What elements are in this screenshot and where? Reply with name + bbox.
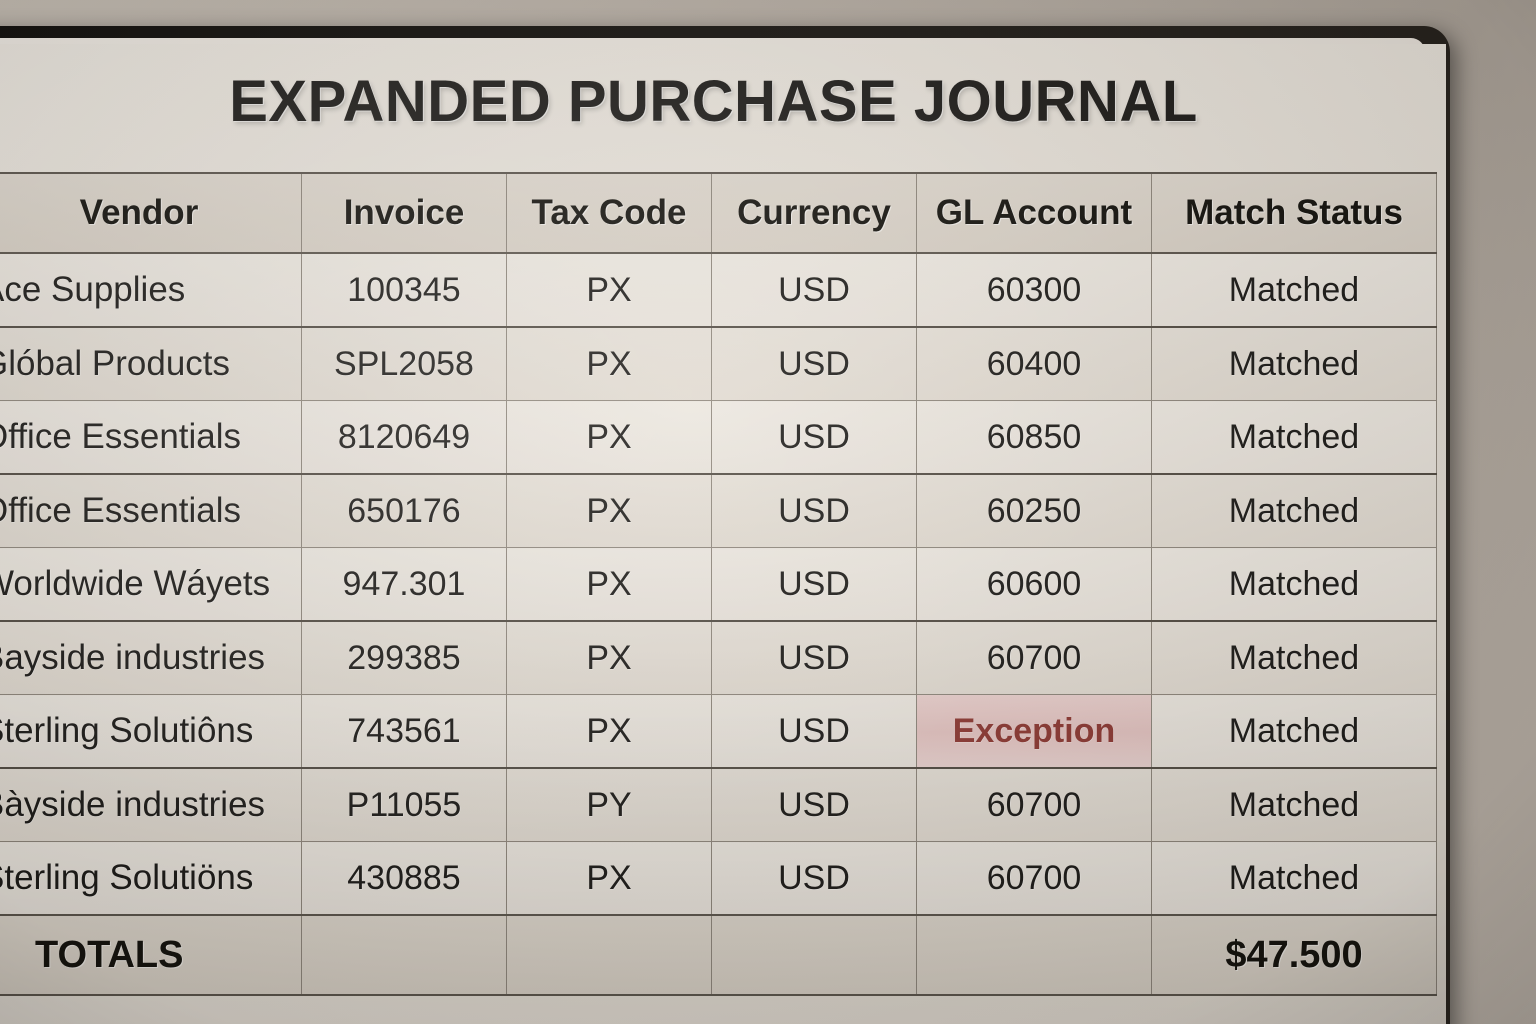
cell-invoice: 8120649 bbox=[301, 400, 507, 475]
cell-vendor: Office Essentials bbox=[0, 400, 302, 475]
totals-label: TOTALS bbox=[0, 914, 302, 996]
cell-gl-account: 60700 bbox=[916, 767, 1152, 842]
cell-invoice: 100345 bbox=[301, 252, 507, 328]
cell-currency: USD bbox=[711, 252, 917, 328]
cell-invoice: P11055 bbox=[301, 767, 507, 842]
column-header-tax-code[interactable]: Tax Code bbox=[506, 172, 712, 254]
totals-invoice-cell bbox=[301, 914, 507, 996]
cell-gl-account: 60700 bbox=[916, 841, 1152, 916]
table-row[interactable]: Worldwide Wáyets 947.301 PX USD 60600 Matched bbox=[0, 547, 1437, 622]
cell-currency: USD bbox=[711, 400, 917, 475]
table-row[interactable]: Sterling Solutiôns 743561 PX USD Exception Ma… bbox=[0, 694, 1437, 769]
cell-match-status: Matched bbox=[1151, 620, 1437, 695]
cell-vendor: Sterling Solutiôns bbox=[0, 694, 302, 769]
cell-gl-account: 60850 bbox=[916, 400, 1152, 475]
table-header: Vendor Invoice Tax Code Currency GL Acco… bbox=[0, 172, 1437, 254]
table-footer: TOTALS $47.500 bbox=[0, 914, 1437, 996]
cell-match-status: Matched bbox=[1151, 694, 1437, 769]
cell-invoice: SPL2058 bbox=[301, 326, 507, 401]
cell-tax-code: PX bbox=[506, 841, 712, 916]
column-header-vendor[interactable]: Vendor bbox=[0, 172, 302, 254]
cell-vendor: Ace Supplies bbox=[0, 252, 302, 328]
table-row[interactable]: Bàyside industries P11055 PY USD 60700 Matche… bbox=[0, 767, 1437, 842]
totals-gl-cell bbox=[916, 914, 1152, 996]
table-row[interactable]: Glóbal Products SPL2058 PX USD 60400 Matched bbox=[0, 326, 1437, 401]
totals-currency-cell bbox=[711, 914, 917, 996]
status-badge-exception: Exception bbox=[916, 694, 1152, 769]
cell-gl-account: 60400 bbox=[916, 326, 1152, 401]
cell-currency: USD bbox=[711, 694, 917, 769]
cell-currency: USD bbox=[711, 473, 917, 548]
cell-tax-code: PX bbox=[506, 473, 712, 548]
cell-match-status: Matched bbox=[1151, 326, 1437, 401]
cell-vendor: Glóbal Products bbox=[0, 326, 302, 401]
cell-tax-code: PX bbox=[506, 620, 712, 695]
cell-vendor: Sterling Solutiöns bbox=[0, 841, 302, 916]
cell-vendor: Worldwide Wáyets bbox=[0, 547, 302, 622]
cell-gl-account: 60250 bbox=[916, 473, 1152, 548]
cell-gl-account: 60300 bbox=[916, 252, 1152, 328]
table-row[interactable]: Bayside industries 299385 PX USD 60700 Matche… bbox=[0, 620, 1437, 695]
column-header-match-status[interactable]: Match Status bbox=[1151, 172, 1437, 254]
cell-invoice: 430885 bbox=[301, 841, 507, 916]
table-row[interactable]: Office Essentials 8120649 PX USD 60850 Matche… bbox=[0, 400, 1437, 475]
cell-currency: USD bbox=[711, 547, 917, 622]
cell-currency: USD bbox=[711, 767, 917, 842]
cell-currency: USD bbox=[711, 841, 917, 916]
column-header-gl-account[interactable]: GL Account bbox=[916, 172, 1152, 254]
journal-sheet: EXPANDED PURCHASE JOURNAL Vendor Invoice… bbox=[0, 44, 1446, 1024]
cell-match-status: Matched bbox=[1151, 400, 1437, 475]
cell-invoice: 650176 bbox=[301, 473, 507, 548]
cell-currency: USD bbox=[711, 620, 917, 695]
table-body: Ace Supplies 100345 PX USD 60300 Matched Glóba… bbox=[0, 252, 1437, 916]
column-header-currency[interactable]: Currency bbox=[711, 172, 917, 254]
header-row: Vendor Invoice Tax Code Currency GL Acco… bbox=[0, 172, 1437, 254]
table-row[interactable]: Ace Supplies 100345 PX USD 60300 Matched bbox=[0, 252, 1437, 328]
cell-match-status: Matched bbox=[1151, 473, 1437, 548]
cell-invoice: 743561 bbox=[301, 694, 507, 769]
cell-vendor: Office Essentials bbox=[0, 473, 302, 548]
page-title: EXPANDED PURCHASE JOURNAL bbox=[229, 69, 1198, 134]
cell-currency: USD bbox=[711, 326, 917, 401]
cell-invoice: 947.301 bbox=[301, 547, 507, 622]
cell-invoice: 299385 bbox=[301, 620, 507, 695]
cell-match-status: Matched bbox=[1151, 767, 1437, 842]
purchase-journal-table: Vendor Invoice Tax Code Currency GL Acco… bbox=[0, 172, 1437, 996]
totals-tax-code-cell bbox=[506, 914, 712, 996]
cell-tax-code: PX bbox=[506, 400, 712, 475]
column-header-invoice[interactable]: Invoice bbox=[301, 172, 507, 254]
cell-tax-code: PY bbox=[506, 767, 712, 842]
table-row[interactable]: Office Essentials 650176 PX USD 60250 Matched bbox=[0, 473, 1437, 548]
cell-tax-code: PX bbox=[506, 547, 712, 622]
totals-amount: $47.500 bbox=[1151, 914, 1437, 996]
cell-vendor: Bàyside industries bbox=[0, 767, 302, 842]
cell-vendor: Bayside industries bbox=[0, 620, 302, 695]
cell-tax-code: PX bbox=[506, 694, 712, 769]
cell-match-status: Matched bbox=[1151, 252, 1437, 328]
cell-match-status: Matched bbox=[1151, 547, 1437, 622]
cell-tax-code: PX bbox=[506, 252, 712, 328]
cell-gl-account: 60700 bbox=[916, 620, 1152, 695]
cell-match-status: Matched bbox=[1151, 841, 1437, 916]
totals-row: TOTALS $47.500 bbox=[0, 914, 1437, 996]
table-row[interactable]: Sterling Solutiöns 430885 PX USD 60700 Matche… bbox=[0, 841, 1437, 916]
cell-gl-account: 60600 bbox=[916, 547, 1152, 622]
cell-tax-code: PX bbox=[506, 326, 712, 401]
